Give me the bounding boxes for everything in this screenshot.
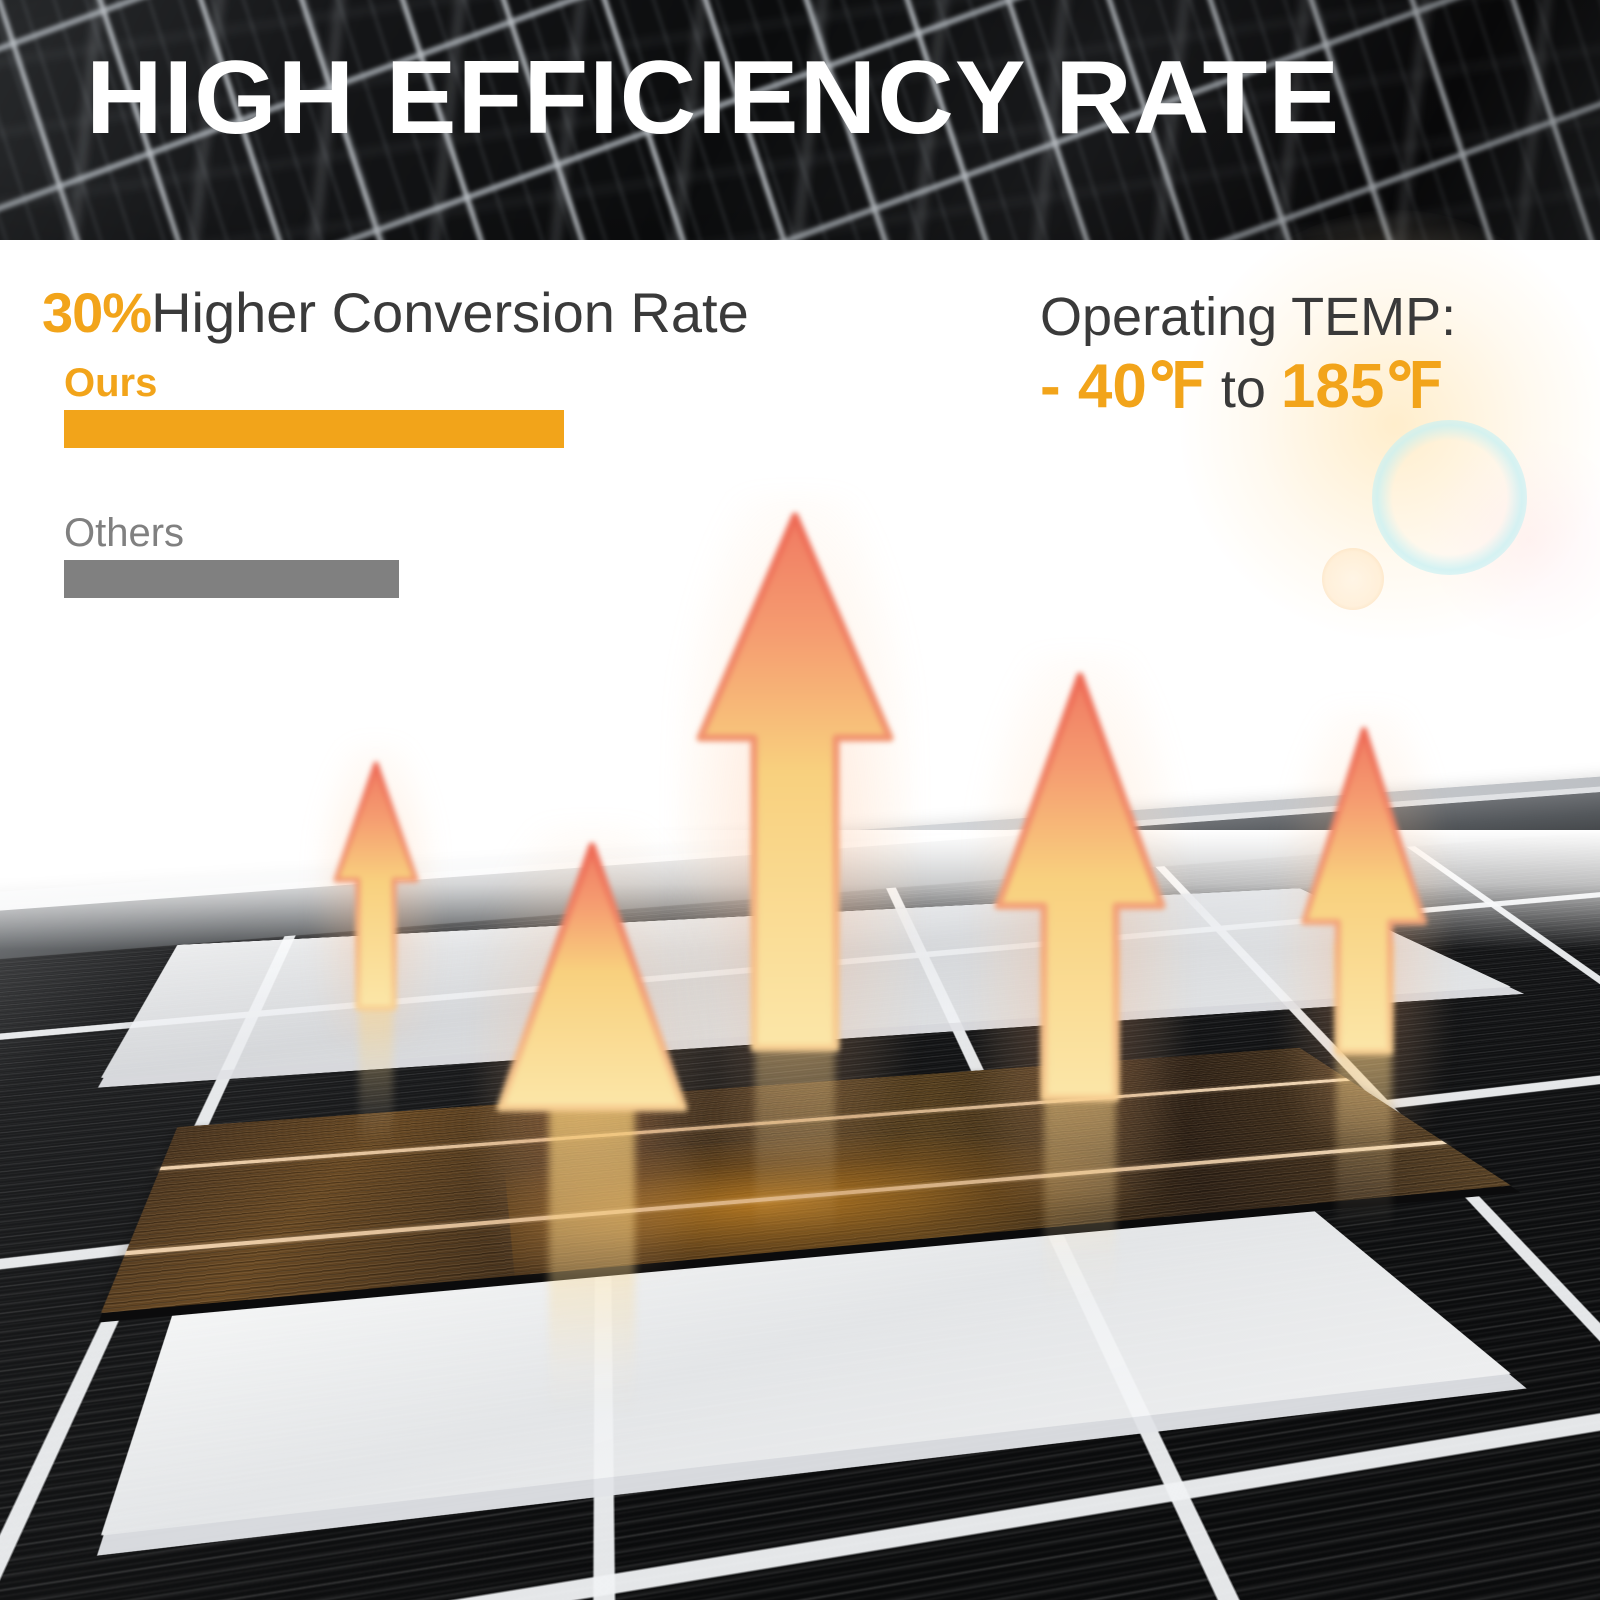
operating-temperature-block: Operating TEMP: - 40℉ to 185℉ [1040,286,1580,426]
header-banner: HIGH EFFICIENCY RATE [0,0,1600,240]
cell-busbar-upper [159,1078,1351,1171]
conversion-headline: 30%Higher Conversion Rate [42,281,749,344]
operating-temp-title: Operating TEMP: [1040,287,1457,347]
bar-others [64,560,399,598]
conversion-rate-stats: 30%Higher Conversion Rate Ours Others [42,281,749,598]
pink-glow-flare-icon [1430,440,1600,640]
bar-row-others: Others [42,510,682,598]
banner-vignette [0,0,1600,240]
cream-ring-flare-icon [1322,548,1384,610]
temp-conjunction: to [1205,359,1281,419]
exploded-layer-stack [100,690,1520,1536]
conversion-percent: 30% [42,281,152,344]
bar-label-ours: Ours [64,361,158,405]
temp-high-value: 185℉ [1280,352,1444,421]
bar-ours [64,410,564,448]
operating-temp-range: - 40℉ to 185℉ [1040,350,1580,426]
bar-row-ours: Ours [42,360,682,448]
temp-low-value: - 40℉ [1040,352,1206,421]
cyan-lens-flare-icon [1372,420,1527,575]
bar-spacer [42,448,682,494]
conversion-headline-rest: Higher Conversion Rate [151,281,749,344]
bar-label-others: Others [64,511,185,555]
page-title: HIGH EFFICIENCY RATE [86,40,1341,156]
